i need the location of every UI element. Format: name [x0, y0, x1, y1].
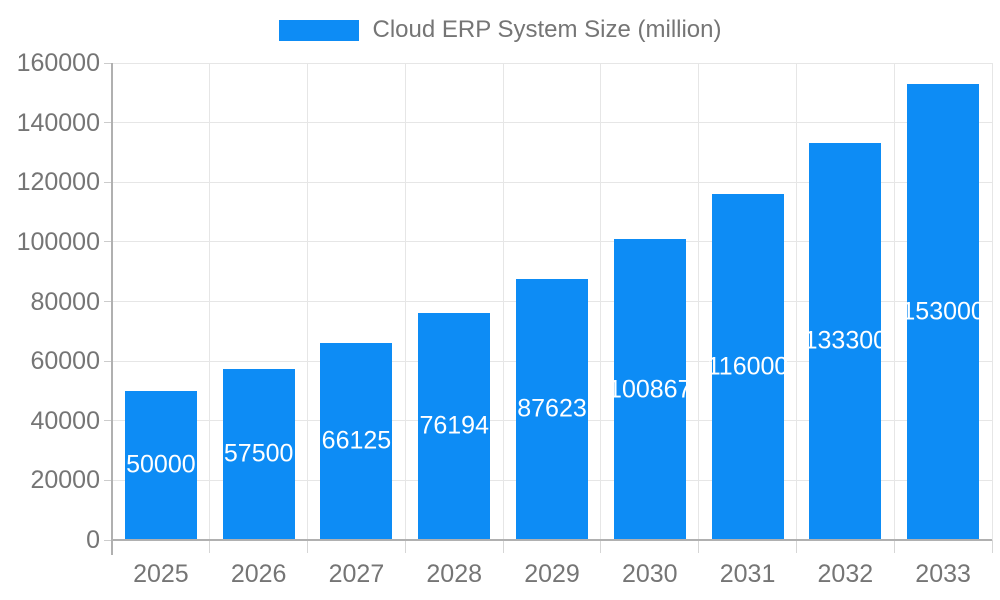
y-axis-tick — [104, 420, 112, 422]
gridline-vertical — [502, 63, 504, 540]
y-axis-tick — [104, 360, 112, 362]
bar-value-label: 66125 — [321, 426, 392, 455]
x-axis-tick — [404, 540, 406, 553]
bar-value-label: 116000 — [706, 352, 789, 381]
gridline-vertical — [209, 63, 211, 540]
bar-value-label: 50000 — [126, 450, 196, 479]
x-axis-tick-label: 2027 — [328, 560, 385, 588]
bar-2027[interactable] — [320, 342, 393, 540]
y-axis-tick — [104, 241, 112, 243]
x-axis-tick-label: 2025 — [133, 560, 189, 588]
bar-value-label: 133300 — [803, 326, 888, 355]
x-axis-tick-label: 2026 — [230, 560, 287, 588]
legend-swatch — [278, 19, 359, 41]
x-axis-tick — [307, 540, 309, 553]
bar-2029[interactable] — [516, 278, 588, 540]
plot-area: 50000 57500 66125 76194 87623 100867 116000 133… — [112, 62, 993, 540]
x-axis-tick — [795, 540, 797, 553]
bar-value-label: 100867 — [608, 375, 692, 404]
y-axis-tick — [104, 479, 112, 481]
y-axis-tick — [104, 62, 112, 64]
bar-value-label: 57500 — [223, 439, 294, 468]
legend-label: Cloud ERP System Size (million) — [372, 16, 722, 43]
bar-2031[interactable] — [711, 194, 784, 540]
y-axis-tick-label: 140000 — [16, 108, 100, 137]
x-axis-tick — [698, 540, 700, 553]
y-axis-tick-label: 160000 — [16, 49, 100, 77]
x-axis-tick-label: 2032 — [817, 560, 874, 588]
bar-value-label: 76194 — [419, 411, 489, 440]
x-axis-tick — [502, 540, 504, 553]
x-axis-line — [112, 539, 992, 541]
gridline-horizontal — [112, 62, 992, 64]
gridline-vertical — [404, 63, 406, 540]
x-axis-tick — [209, 540, 211, 553]
gridline-vertical — [991, 63, 993, 540]
x-axis-tick-label: 2029 — [524, 560, 580, 588]
x-axis-tick-label: 2030 — [621, 560, 678, 588]
gridline-vertical — [698, 63, 700, 540]
y-axis-tick — [104, 301, 112, 302]
y-axis-tick-label: 100000 — [16, 227, 100, 256]
y-axis-tick-label: 20000 — [30, 466, 100, 495]
y-axis-tick — [104, 539, 112, 541]
gridline-horizontal — [112, 122, 992, 124]
y-axis-tick-label: 120000 — [16, 168, 100, 197]
y-axis-line — [111, 63, 113, 555]
gridline-horizontal — [112, 241, 992, 243]
x-axis-tick-label: 2028 — [426, 560, 483, 588]
bar-2028[interactable] — [418, 312, 491, 540]
x-axis-tick — [991, 540, 993, 553]
bar-2025[interactable] — [124, 390, 197, 540]
bar-2030[interactable] — [613, 239, 686, 540]
y-axis-tick-label: 40000 — [30, 406, 100, 435]
gridline-vertical — [795, 63, 797, 540]
legend[interactable]: Cloud ERP System Size (million) — [0, 16, 1000, 44]
bar-2032[interactable] — [809, 142, 882, 540]
bar-value-label: 153000 — [901, 297, 985, 326]
bar-value-label: 87623 — [517, 394, 587, 423]
y-axis-tick — [104, 181, 112, 183]
y-axis-tick-label: 60000 — [30, 347, 100, 376]
bar-2026[interactable] — [222, 368, 295, 540]
gridline-vertical — [893, 63, 895, 540]
x-axis-tick-label: 2033 — [915, 560, 971, 588]
x-axis-tick — [600, 540, 602, 553]
x-axis-tick — [893, 540, 895, 553]
gridline-horizontal — [112, 181, 992, 183]
gridline-vertical — [307, 63, 309, 540]
x-axis-tick-label: 2031 — [719, 560, 776, 588]
y-axis-tick-label: 80000 — [30, 287, 100, 316]
y-axis-tick — [104, 122, 112, 124]
y-axis-tick-label: 0 — [86, 526, 100, 554]
gridline-vertical — [600, 63, 602, 540]
bar-2033[interactable] — [907, 83, 980, 540]
